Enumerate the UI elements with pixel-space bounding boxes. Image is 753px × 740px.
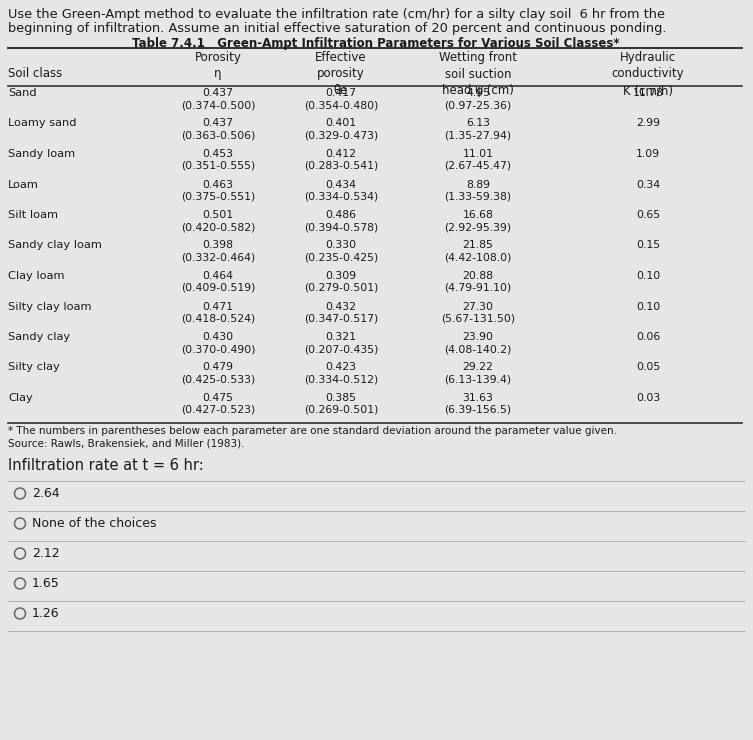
Text: Silty clay: Silty clay — [8, 363, 59, 372]
Text: 0.321
(0.207-0.435): 0.321 (0.207-0.435) — [303, 332, 378, 354]
Text: 2.99: 2.99 — [636, 118, 660, 129]
Text: * The numbers in parentheses below each parameter are one standard deviation aro: * The numbers in parentheses below each … — [8, 426, 617, 437]
Text: Loamy sand: Loamy sand — [8, 118, 77, 129]
Text: 1.26: 1.26 — [32, 607, 59, 620]
Text: 27.30
(5.67-131.50): 27.30 (5.67-131.50) — [441, 301, 515, 323]
Text: 0.412
(0.283-0.541): 0.412 (0.283-0.541) — [304, 149, 378, 171]
Text: 0.06: 0.06 — [636, 332, 660, 342]
Text: Silt loam: Silt loam — [8, 210, 58, 220]
Text: Sandy clay loam: Sandy clay loam — [8, 240, 102, 251]
Text: 0.423
(0.334-0.512): 0.423 (0.334-0.512) — [304, 363, 378, 385]
Text: None of the choices: None of the choices — [32, 517, 157, 530]
Text: Hydraulic
conductivity
K (cm/h): Hydraulic conductivity K (cm/h) — [611, 51, 684, 97]
Text: 0.34: 0.34 — [636, 180, 660, 189]
Text: Sandy clay: Sandy clay — [8, 332, 70, 342]
Text: 0.453
(0.351-0.555): 0.453 (0.351-0.555) — [181, 149, 255, 171]
Text: Loam: Loam — [8, 180, 39, 189]
Text: 0.432
(0.347-0.517): 0.432 (0.347-0.517) — [304, 301, 378, 323]
Text: Wetting front
soil suction
head ψ (cm): Wetting front soil suction head ψ (cm) — [439, 51, 517, 97]
Text: Sand: Sand — [8, 88, 37, 98]
Text: 2.64: 2.64 — [32, 487, 59, 500]
Text: 0.309
(0.279-0.501): 0.309 (0.279-0.501) — [303, 271, 378, 293]
Text: 0.417
(0.354-0.480): 0.417 (0.354-0.480) — [303, 88, 378, 110]
Text: 0.434
(0.334-0.534): 0.434 (0.334-0.534) — [304, 180, 378, 201]
Text: 20.88
(4.79-91.10): 20.88 (4.79-91.10) — [444, 271, 511, 293]
Text: 0.398
(0.332-0.464): 0.398 (0.332-0.464) — [181, 240, 255, 263]
Text: 31.63
(6.39-156.5): 31.63 (6.39-156.5) — [444, 393, 511, 415]
Text: 0.401
(0.329-0.473): 0.401 (0.329-0.473) — [304, 118, 378, 141]
Text: Table 7.4.1   Green-Ampt Infiltration Parameters for Various Soil Classes*: Table 7.4.1 Green-Ampt Infiltration Para… — [133, 37, 620, 50]
Text: 0.385
(0.269-0.501): 0.385 (0.269-0.501) — [303, 393, 378, 415]
Text: Infiltration rate at t = 6 hr:: Infiltration rate at t = 6 hr: — [8, 459, 204, 474]
Text: 0.65: 0.65 — [636, 210, 660, 220]
Text: 0.03: 0.03 — [636, 393, 660, 403]
Text: 0.437
(0.363-0.506): 0.437 (0.363-0.506) — [181, 118, 255, 141]
Text: Clay: Clay — [8, 393, 32, 403]
Text: 0.430
(0.370-0.490): 0.430 (0.370-0.490) — [181, 332, 255, 354]
Text: 0.501
(0.420-0.582): 0.501 (0.420-0.582) — [181, 210, 255, 232]
Text: 1.65: 1.65 — [32, 577, 59, 590]
Text: 0.05: 0.05 — [636, 363, 660, 372]
Text: 8.89
(1.33-59.38): 8.89 (1.33-59.38) — [444, 180, 511, 201]
Text: Sandy loam: Sandy loam — [8, 149, 75, 159]
Text: 0.15: 0.15 — [636, 240, 660, 251]
Text: Silty clay loam: Silty clay loam — [8, 301, 92, 312]
Text: Effective
porosity
θe: Effective porosity θe — [316, 51, 367, 97]
Text: 11.01
(2.67-45.47): 11.01 (2.67-45.47) — [444, 149, 511, 171]
Text: 29.22
(6.13-139.4): 29.22 (6.13-139.4) — [444, 363, 511, 385]
Text: Porosity
η: Porosity η — [194, 51, 242, 81]
Text: 0.10: 0.10 — [636, 301, 660, 312]
Text: 0.471
(0.418-0.524): 0.471 (0.418-0.524) — [181, 301, 255, 323]
Text: Clay loam: Clay loam — [8, 271, 65, 281]
Text: 0.475
(0.427-0.523): 0.475 (0.427-0.523) — [181, 393, 255, 415]
Text: 0.437
(0.374-0.500): 0.437 (0.374-0.500) — [181, 88, 255, 110]
Text: 4.95
(0.97-25.36): 4.95 (0.97-25.36) — [444, 88, 511, 110]
Text: 11.78: 11.78 — [633, 88, 663, 98]
Text: 2.12: 2.12 — [32, 547, 59, 560]
Text: 6.13
(1.35-27.94): 6.13 (1.35-27.94) — [444, 118, 511, 141]
Text: 16.68
(2.92-95.39): 16.68 (2.92-95.39) — [444, 210, 511, 232]
Text: 0.479
(0.425-0.533): 0.479 (0.425-0.533) — [181, 363, 255, 385]
Text: 23.90
(4.08-140.2): 23.90 (4.08-140.2) — [444, 332, 512, 354]
Text: 0.464
(0.409-0.519): 0.464 (0.409-0.519) — [181, 271, 255, 293]
Text: 1.09: 1.09 — [636, 149, 660, 159]
Text: 0.10: 0.10 — [636, 271, 660, 281]
Text: 0.463
(0.375-0.551): 0.463 (0.375-0.551) — [181, 180, 255, 201]
Text: beginning of infiltration. Assume an initial effective saturation of 20 percent : beginning of infiltration. Assume an ini… — [8, 22, 666, 35]
Text: Soil class: Soil class — [8, 67, 62, 80]
Text: 0.486
(0.394-0.578): 0.486 (0.394-0.578) — [304, 210, 378, 232]
Text: Source: Rawls, Brakensiek, and Miller (1983).: Source: Rawls, Brakensiek, and Miller (1… — [8, 439, 245, 448]
Text: 21.85
(4.42-108.0): 21.85 (4.42-108.0) — [444, 240, 512, 263]
Text: 0.330
(0.235-0.425): 0.330 (0.235-0.425) — [304, 240, 378, 263]
Text: Use the Green-Ampt method to evaluate the infiltration rate (cm/hr) for a silty : Use the Green-Ampt method to evaluate th… — [8, 8, 665, 21]
